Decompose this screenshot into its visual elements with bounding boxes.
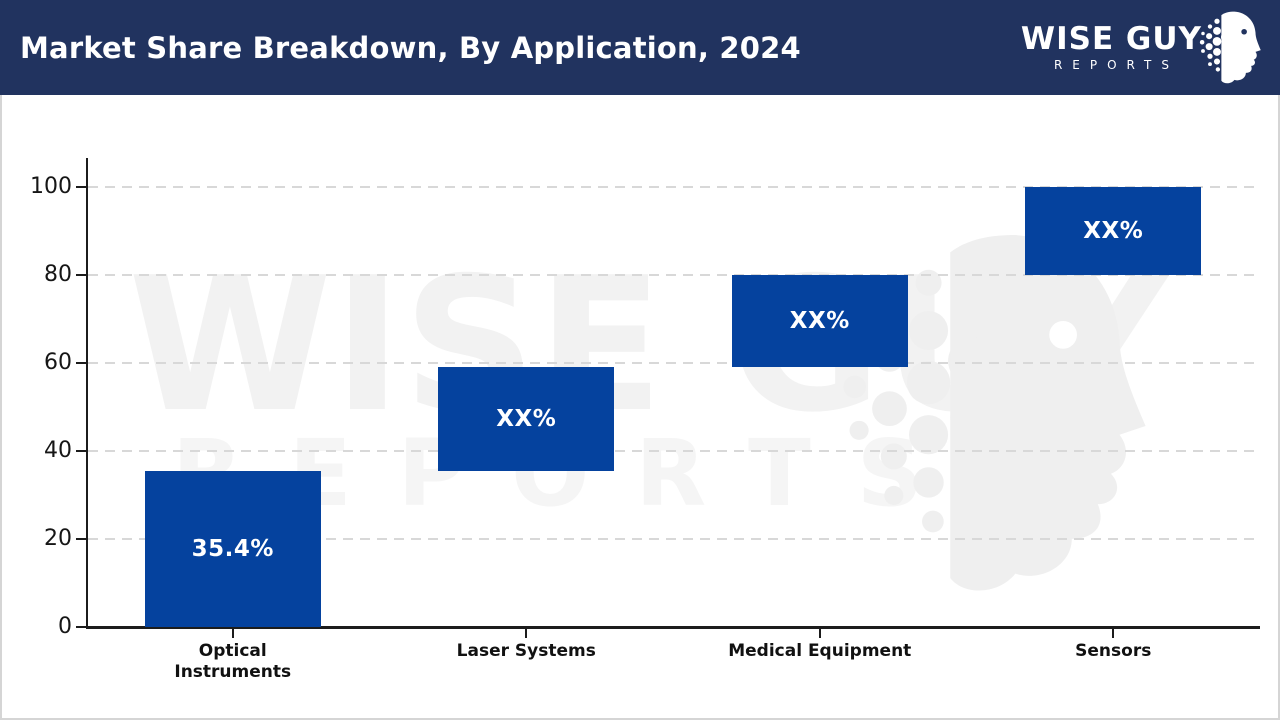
y-tick-label: 40 <box>44 437 72 463</box>
page-title: Market Share Breakdown, By Application, … <box>20 30 801 65</box>
bar-laser-systems: XX% <box>438 367 615 472</box>
y-tick <box>76 273 86 276</box>
y-tick-label: 0 <box>58 614 72 639</box>
x-axis-spine <box>86 626 1260 629</box>
bar-value-label: 35.4% <box>191 536 274 563</box>
gridline <box>88 537 1260 540</box>
x-axis-label: Laser Systems <box>456 641 596 661</box>
y-tick <box>76 361 86 364</box>
gridline <box>88 449 1260 452</box>
y-tick-label: 20 <box>44 525 72 551</box>
x-axis-label: Medical Equipment <box>728 641 912 661</box>
bar-value-label: XX% <box>789 307 850 334</box>
y-tick-label: 80 <box>44 261 72 287</box>
x-axis-label: Sensors <box>1075 641 1152 661</box>
y-tick <box>76 537 86 540</box>
y-tick <box>76 185 86 188</box>
gridline <box>88 273 1260 276</box>
bar-value-label: XX% <box>496 406 557 433</box>
x-tick <box>1112 629 1115 638</box>
logo-text: WISE GUY REPORTS <box>1021 23 1202 73</box>
header-bar: Market Share Breakdown, By Application, … <box>0 0 1280 95</box>
y-tick <box>76 626 86 628</box>
wise-guy-reports-logo: WISE GUY REPORTS <box>1021 9 1280 86</box>
x-axis-label: Optical Instruments <box>174 641 292 682</box>
gridline <box>88 361 1260 364</box>
y-axis-spine <box>86 158 88 629</box>
y-tick-label: 60 <box>44 349 72 375</box>
y-tick <box>76 449 86 452</box>
bar-medical-equipment: XX% <box>731 274 908 368</box>
bar-sensors: XX% <box>1025 186 1202 275</box>
gridline <box>88 185 1260 188</box>
x-tick <box>231 629 234 638</box>
y-tick-label: 100 <box>30 173 72 199</box>
logo-wiseguy-text: WISE GUY <box>1020 20 1202 57</box>
bar-value-label: XX% <box>1083 217 1144 244</box>
x-tick <box>818 629 821 638</box>
logo-reports-text: REPORTS <box>1053 58 1179 73</box>
bar-optical-instruments: 35.4% <box>144 471 321 627</box>
x-tick <box>525 629 528 638</box>
wiseguy-head-icon <box>1199 11 1261 84</box>
